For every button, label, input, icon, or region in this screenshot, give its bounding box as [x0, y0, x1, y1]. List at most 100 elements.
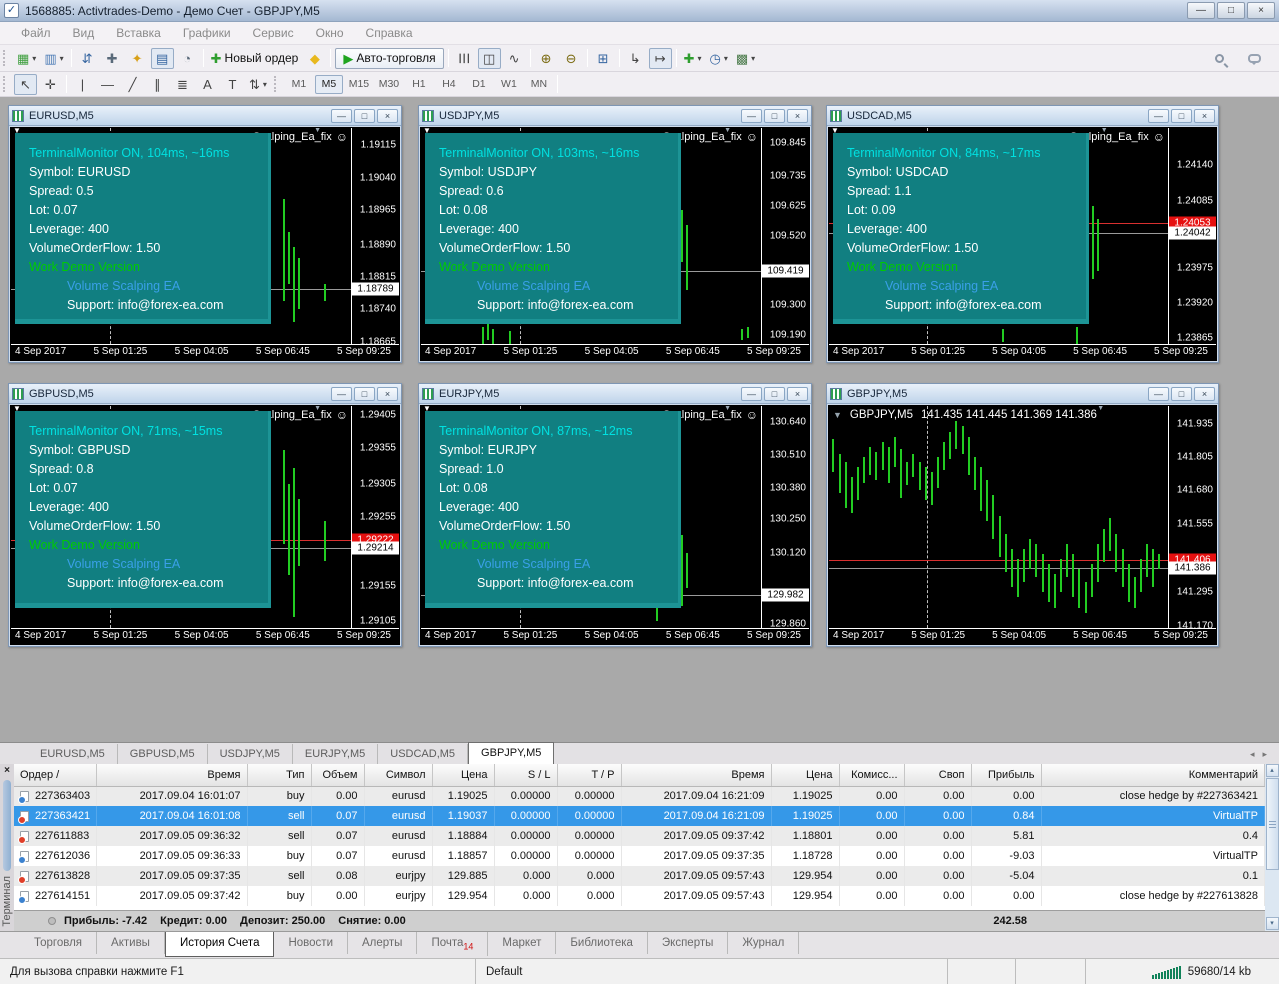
chart-minimize-button[interactable]: —	[331, 108, 352, 123]
tabs-scroll-left-icon[interactable]: ◂	[1249, 749, 1255, 759]
terminal-tab-алерты[interactable]: Алерты	[348, 932, 418, 954]
label-tool[interactable]: T	[221, 74, 244, 95]
timeframe-mn[interactable]: MN	[530, 77, 548, 90]
text-tool[interactable]: A	[196, 74, 219, 95]
window-titlebar[interactable]: ✓ 1568885: Activtrades-Demo - Демо Счет …	[0, 0, 1279, 22]
chart-plot-area[interactable]: ▼ ▼ _Scalping_Ea_fix ☺ TerminalMonitor ON, 1…	[421, 128, 761, 344]
strategy-tester-button[interactable]: ◔	[176, 48, 199, 69]
timeframe-m1[interactable]: M1	[291, 77, 307, 90]
chart-minimize-button[interactable]: —	[741, 386, 762, 401]
chart-tab-eurusd-m5[interactable]: EURUSD,M5	[28, 744, 118, 764]
chart-tab-eurjpy-m5[interactable]: EURJPY,M5	[293, 744, 379, 764]
terminal-tab-библиотека[interactable]: Библиотека	[556, 932, 648, 954]
fibonacci-tool[interactable]: ≣	[171, 74, 194, 95]
arrows-tool[interactable]: ⇅ ▾	[246, 74, 270, 95]
timeframe-m15[interactable]: M15	[348, 77, 370, 90]
terminal-tab-новости[interactable]: Новости	[274, 932, 348, 954]
column-header[interactable]: Комментарий	[1041, 764, 1265, 787]
chart-window-titlebar[interactable]: EURJPY,M5 — □ ×	[419, 384, 811, 404]
table-row[interactable]: 227363421 2017.09.04 16:01:08 sell 0.07 euru…	[14, 806, 1265, 826]
column-header[interactable]: Ордер /	[14, 764, 97, 787]
chart-restore-button[interactable]: □	[354, 108, 375, 123]
column-header[interactable]: Время	[96, 764, 248, 787]
chart-window-titlebar[interactable]: GBPJPY,M5 — □ ×	[827, 384, 1218, 404]
toolbar-grip[interactable]	[273, 76, 280, 92]
chart-minimize-button[interactable]: —	[331, 386, 352, 401]
chart-close-button[interactable]: ×	[787, 108, 808, 123]
timeframe-w1[interactable]: W1	[501, 77, 517, 90]
menu-item[interactable]: Окно	[315, 26, 344, 40]
chart-restore-button[interactable]: □	[764, 386, 785, 401]
chart-tab-usdjpy-m5[interactable]: USDJPY,M5	[208, 744, 293, 764]
menu-item[interactable]: Файл	[21, 26, 51, 40]
window-close-button[interactable]: ×	[1247, 2, 1275, 19]
table-row[interactable]: 227611883 2017.09.05 09:36:32 sell 0.07 euru…	[14, 826, 1265, 846]
chart-window-titlebar[interactable]: USDCAD,M5 — □ ×	[827, 106, 1218, 126]
timeframe-h4[interactable]: H4	[442, 77, 456, 90]
column-header[interactable]: Комисс...	[839, 764, 905, 787]
chart-window-titlebar[interactable]: EURUSD,M5 — □ ×	[9, 106, 401, 126]
zoom-in-button[interactable]: ⊕	[535, 48, 558, 69]
chart-restore-button[interactable]: □	[1171, 108, 1192, 123]
chart-close-button[interactable]: ×	[787, 386, 808, 401]
chart-close-button[interactable]: ×	[1194, 386, 1215, 401]
terminal-tab-журнал[interactable]: Журнал	[728, 932, 800, 954]
column-header[interactable]: Цена	[432, 764, 495, 787]
chart-tab-usdcad-m5[interactable]: USDCAD,M5	[378, 744, 469, 764]
chart-window-titlebar[interactable]: USDJPY,M5 — □ ×	[419, 106, 811, 126]
indicators-button[interactable]: ✚ ▾	[681, 48, 705, 69]
bar-chart-button[interactable]: ☰	[453, 48, 476, 69]
window-restore-button[interactable]: □	[1217, 2, 1245, 19]
terminal-tab-маркет[interactable]: Маркет	[488, 932, 557, 954]
menu-item[interactable]: Вид	[72, 26, 95, 40]
collapse-caret-icon[interactable]: ▼	[833, 410, 842, 420]
auto-scroll-button[interactable]: ↳	[624, 48, 647, 69]
scrollbar-thumb[interactable]	[1265, 778, 1279, 870]
scroll-up-icon[interactable]: ▴	[1265, 764, 1279, 777]
toolbar-grip[interactable]	[3, 76, 9, 92]
search-button[interactable]	[1208, 48, 1231, 69]
table-row[interactable]: 227612036 2017.09.05 09:36:33 buy 0.07 eurus…	[14, 846, 1265, 866]
templates-button[interactable]: ▩ ▾	[733, 48, 758, 69]
candlestick-button[interactable]: ◫	[477, 47, 501, 69]
navigator-button[interactable]: ✦	[126, 48, 149, 69]
crosshair-tool[interactable]: ✛	[39, 74, 62, 95]
chart-minimize-button[interactable]: —	[741, 108, 762, 123]
trendline-tool[interactable]: ╱	[121, 74, 144, 95]
window-minimize-button[interactable]: —	[1187, 2, 1215, 19]
chart-shift-button[interactable]: ↦	[648, 47, 672, 69]
status-profile[interactable]: Default	[475, 959, 947, 984]
chart-tab-gbpjpy-m5[interactable]: GBPJPY,M5	[468, 742, 555, 765]
terminal-drag-handle[interactable]	[3, 780, 11, 872]
channel-tool[interactable]: ∥	[146, 74, 169, 95]
periods-button[interactable]: ◷ ▾	[707, 48, 731, 69]
toolbar-grip[interactable]	[3, 50, 9, 66]
profiles-button[interactable]: ▥ ▾	[41, 48, 66, 69]
column-header[interactable]: Своп	[904, 764, 972, 787]
cursor-tool[interactable]: ↖	[14, 73, 37, 95]
scroll-down-icon[interactable]: ▾	[1265, 917, 1279, 930]
terminal-tab-почта[interactable]: Почта14	[417, 932, 489, 957]
terminal-close-icon[interactable]: ×	[4, 765, 10, 776]
chart-plot-area[interactable]: ▼ ▼ _Scalping_Ea_fix ☺ TerminalMonitor ON, 1…	[11, 128, 351, 344]
column-header[interactable]: Прибыль	[971, 764, 1042, 787]
chart-plot-area[interactable]: ▼ ▼ _Scalping_Ea_fix ☺ TerminalMonitor ON, 7…	[11, 406, 351, 628]
chart-tab-gbpusd-m5[interactable]: GBPUSD,M5	[118, 744, 208, 764]
chat-button[interactable]	[1243, 48, 1266, 69]
table-row[interactable]: 227613828 2017.09.05 09:37:35 sell 0.08 eurj…	[14, 866, 1265, 886]
horizontal-line-tool[interactable]: —	[96, 74, 119, 95]
vertical-line-tool[interactable]: |	[71, 74, 94, 95]
chart-window-titlebar[interactable]: GBPUSD,M5 — □ ×	[9, 384, 401, 404]
new-order-button[interactable]: ✚ Новый ордер	[208, 48, 302, 69]
timeframe-m30[interactable]: M30	[378, 77, 400, 90]
timeframe-d1[interactable]: D1	[472, 77, 486, 90]
new-chart-button[interactable]: ▦ ▾	[14, 48, 39, 69]
chart-close-button[interactable]: ×	[1194, 108, 1215, 123]
tile-windows-button[interactable]: ⊞	[592, 48, 615, 69]
chart-restore-button[interactable]: □	[1171, 386, 1192, 401]
chart-restore-button[interactable]: □	[354, 386, 375, 401]
auto-trading-button[interactable]: ▶ Авто-торговля	[335, 47, 444, 69]
menu-item[interactable]: Вставка	[116, 26, 161, 40]
chart-minimize-button[interactable]: —	[1148, 108, 1169, 123]
menu-item[interactable]: Сервис	[252, 26, 294, 40]
